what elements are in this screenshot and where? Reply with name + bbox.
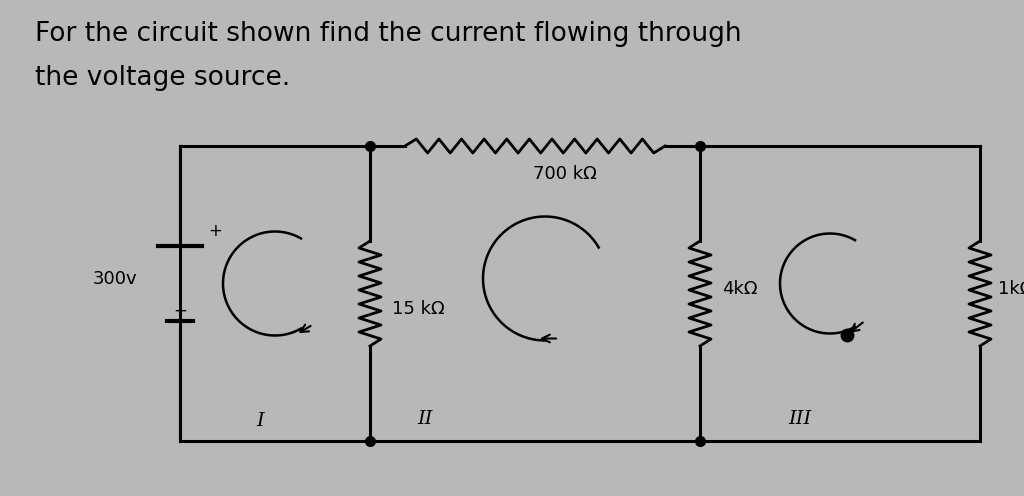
Text: III: III xyxy=(788,410,812,428)
Text: 4kΩ: 4kΩ xyxy=(722,280,758,298)
Text: −: − xyxy=(173,302,187,319)
Text: 700 kΩ: 700 kΩ xyxy=(534,165,597,183)
Text: I: I xyxy=(256,412,264,430)
Text: 300v: 300v xyxy=(93,269,137,288)
Text: 1kΩ: 1kΩ xyxy=(998,280,1024,298)
Text: II: II xyxy=(417,410,433,428)
Text: the voltage source.: the voltage source. xyxy=(35,65,290,91)
Text: 15 kΩ: 15 kΩ xyxy=(392,300,444,317)
Text: For the circuit shown find the current flowing through: For the circuit shown find the current f… xyxy=(35,21,741,47)
Text: +: + xyxy=(208,223,222,241)
